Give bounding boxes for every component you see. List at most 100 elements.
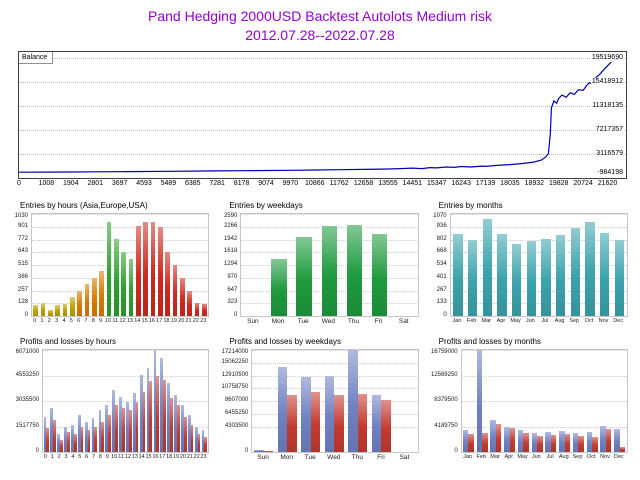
y-tick-label: 15062250	[221, 358, 249, 365]
balance-legend: Balance	[19, 52, 54, 64]
x-tick-label: Jan	[463, 454, 472, 460]
x-tick-label: Mar	[481, 318, 492, 324]
x-tick-label: Wed	[327, 454, 341, 461]
x-tick-label: Aug	[554, 318, 565, 324]
x-tick-label: Feb	[476, 454, 487, 460]
bar	[91, 418, 95, 452]
bar	[92, 277, 97, 316]
x-tick-label: 22	[192, 318, 199, 324]
chart-title: Entries by weekdays	[229, 201, 303, 210]
y-tick-label: 772	[17, 235, 28, 242]
y-tick-label: 16759000	[430, 349, 458, 355]
bar	[263, 451, 274, 452]
plot-area	[240, 213, 419, 317]
bar	[512, 243, 522, 316]
balance-x-tick-label: 12658	[353, 180, 374, 187]
bar	[497, 234, 507, 316]
bar	[537, 435, 543, 452]
bar	[94, 426, 98, 452]
balance-x-tick-label: 2801	[87, 180, 104, 187]
bar	[73, 433, 77, 452]
bar	[98, 410, 102, 452]
x-tick-label: Thu	[347, 318, 360, 325]
balance-gridline	[19, 58, 626, 60]
y-tick-label: 0	[443, 312, 447, 318]
balance-x-tick-label: 14451	[402, 180, 423, 187]
plot-area	[31, 213, 210, 317]
entries-by-months-chart: Entries by months 0 133 267 401 534 668 802 936…	[433, 200, 628, 326]
bar	[324, 375, 335, 452]
x-tick-label: May	[510, 318, 521, 324]
bar	[128, 410, 132, 452]
y-tick-label: 970	[227, 273, 238, 280]
bar	[578, 436, 584, 452]
y-axis-labels: 0 4189750 8379500 12569250 16759000	[430, 349, 461, 454]
chart-body: 0 4303500 6455250 8607000 10758750 12910500 15…	[221, 349, 419, 454]
chart-title: Profits and losses by months	[438, 337, 541, 346]
x-tick-label: 1	[50, 454, 54, 460]
gridline	[43, 350, 209, 351]
x-tick-label: 12	[119, 318, 126, 324]
x-tick-label: 1	[40, 318, 44, 324]
balance-x-tick-label: 18035	[500, 180, 520, 187]
bar	[121, 408, 125, 452]
balance-gridline	[19, 106, 626, 108]
bar	[526, 240, 536, 316]
x-tick-label: 15	[145, 454, 152, 460]
balance-x-tick-label: 0	[17, 180, 21, 187]
x-tick-label: 10	[104, 318, 111, 324]
bar	[556, 235, 566, 316]
gridline	[450, 265, 627, 267]
y-tick-label: 3035500	[15, 397, 39, 403]
bar	[84, 284, 90, 316]
x-tick-label: 2	[47, 318, 51, 324]
report-title-line1: Pand Hedging 2000USD Backtest Autolots M…	[148, 8, 492, 24]
bar	[121, 251, 126, 316]
x-tick-label: 11	[118, 454, 124, 460]
gridline	[43, 401, 209, 402]
x-tick-label: 7	[92, 454, 96, 460]
x-tick-label: 23	[200, 454, 207, 460]
bar	[204, 436, 208, 452]
gridline	[450, 303, 627, 305]
bar	[48, 310, 53, 316]
bar	[495, 424, 502, 452]
bar	[112, 389, 116, 452]
y-tick-label: 1070	[433, 213, 447, 219]
bar	[55, 304, 60, 316]
plot-area	[251, 349, 419, 453]
bar	[167, 383, 171, 452]
gridline	[461, 401, 627, 402]
y-tick-label: 0	[244, 448, 249, 454]
bar	[346, 225, 363, 316]
balance-x-tick-label: 1904	[63, 180, 79, 187]
x-tick-label: Fri	[377, 454, 385, 461]
bar	[180, 277, 185, 316]
y-tick-label: 668	[436, 248, 447, 255]
bar	[585, 222, 595, 316]
chart-title: Profits and losses by weekdays	[229, 337, 341, 346]
gridline	[241, 214, 418, 215]
bar	[77, 415, 81, 452]
bar	[50, 408, 54, 452]
bar	[128, 258, 134, 316]
bar	[586, 431, 592, 452]
y-tick-label: 0	[233, 312, 238, 318]
x-tick-label: Sat	[398, 318, 409, 325]
bar	[605, 429, 612, 452]
x-tick-label: 17	[159, 454, 166, 460]
bar	[545, 431, 551, 452]
x-tick-label: 8	[91, 318, 95, 324]
x-axis-labels: Jan Feb Mar Apr May Jun Jul Aug Sep Oct Nov Dec	[461, 453, 628, 462]
y-tick-label: 4553250	[15, 371, 39, 378]
bar	[310, 392, 321, 452]
y-tick-label: 17214000	[221, 349, 249, 355]
bar	[70, 296, 75, 316]
bar	[105, 404, 109, 452]
x-tick-label: 20	[179, 454, 186, 460]
bar	[60, 440, 63, 452]
bar	[490, 420, 496, 452]
y-tick-label: 10758750	[221, 384, 249, 391]
profits-losses-by-months-chart: Profits and losses by months 0 4189750 837…	[430, 336, 628, 462]
bar	[509, 428, 515, 452]
